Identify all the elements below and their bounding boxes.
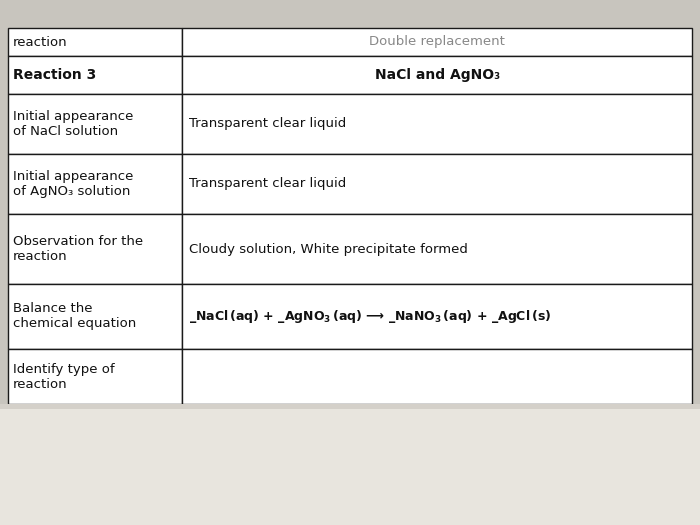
Text: NaCl and AgNO₃: NaCl and AgNO₃ <box>374 68 500 82</box>
Text: Reaction 3: Reaction 3 <box>13 68 97 82</box>
Text: Cloudy solution, White precipitate formed: Cloudy solution, White precipitate forme… <box>190 243 468 256</box>
Bar <box>8 284 183 349</box>
Text: Transparent clear liquid: Transparent clear liquid <box>190 177 346 191</box>
Text: Balance the
chemical equation: Balance the chemical equation <box>13 302 137 331</box>
Bar <box>183 154 692 214</box>
Bar <box>8 28 183 56</box>
Text: reaction: reaction <box>13 36 68 48</box>
Bar <box>183 214 692 284</box>
Text: Transparent clear liquid: Transparent clear liquid <box>190 118 346 131</box>
Bar <box>0 404 700 525</box>
Bar <box>8 56 183 94</box>
Text: Initial appearance
of NaCl solution: Initial appearance of NaCl solution <box>13 110 134 138</box>
Text: Identify type of
reaction: Identify type of reaction <box>13 362 115 391</box>
Bar <box>8 154 183 214</box>
Bar <box>183 28 692 56</box>
Bar <box>8 349 183 404</box>
Bar <box>8 94 183 154</box>
Bar <box>0 409 700 525</box>
Text: Initial appearance
of AgNO₃ solution: Initial appearance of AgNO₃ solution <box>13 170 134 198</box>
Bar <box>8 214 183 284</box>
Text: Double replacement: Double replacement <box>370 36 505 48</box>
Text: $\mathbf{\_NaCl\,(aq)\,+\,\_AgNO_3\,(aq)\,\longrightarrow\,\_NaNO_3\,(aq)\,+\,\_: $\mathbf{\_NaCl\,(aq)\,+\,\_AgNO_3\,(aq)… <box>190 308 552 325</box>
Bar <box>183 94 692 154</box>
Text: Observation for the
reaction: Observation for the reaction <box>13 235 143 263</box>
Bar <box>183 349 692 404</box>
Bar <box>183 56 692 94</box>
Bar <box>183 284 692 349</box>
